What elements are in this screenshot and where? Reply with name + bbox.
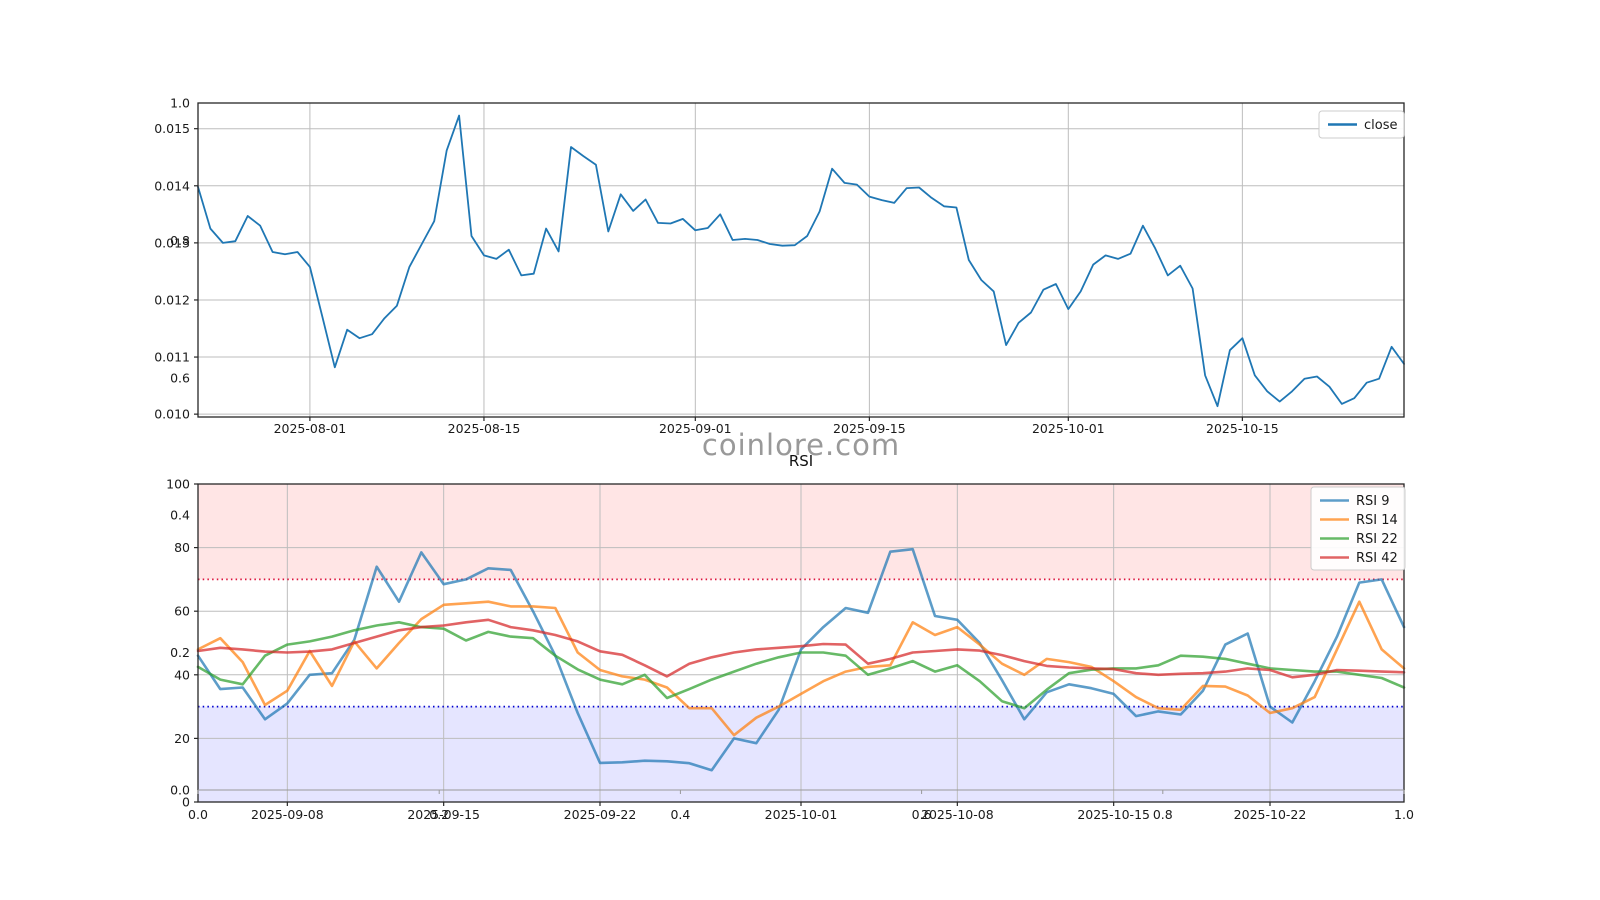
rsi-chart-title: RSI — [788, 452, 814, 470]
svg-text:0.2: 0.2 — [429, 807, 449, 822]
svg-text:2025-09-08: 2025-09-08 — [251, 807, 324, 822]
svg-text:60: 60 — [174, 604, 190, 619]
rsi-legend: RSI 9 RSI 14 RSI 22 RSI 42 — [1310, 486, 1406, 571]
rsi-series — [196, 547, 1406, 772]
svg-text:1.0: 1.0 — [1394, 807, 1414, 822]
svg-text:2025-09-01: 2025-09-01 — [659, 421, 732, 436]
svg-text:0.014: 0.014 — [154, 178, 190, 193]
svg-text:0.0: 0.0 — [188, 807, 208, 822]
rsi-line-rsi-42 — [196, 618, 1406, 679]
svg-text:0.6: 0.6 — [912, 807, 932, 822]
svg-text:RSI 14: RSI 14 — [1356, 513, 1398, 528]
svg-text:0.4: 0.4 — [170, 508, 190, 523]
svg-text:100: 100 — [166, 477, 190, 492]
svg-text:0.0: 0.0 — [170, 783, 190, 798]
rsi-line-rsi-22 — [196, 620, 1406, 710]
price-line-close — [197, 114, 1405, 408]
rsi-line-rsi-9 — [196, 547, 1406, 772]
svg-text:2025-08-01: 2025-08-01 — [274, 421, 347, 436]
svg-text:0.8: 0.8 — [1153, 807, 1173, 822]
svg-text:0.012: 0.012 — [154, 292, 190, 307]
rsi-thresholds — [198, 578, 1404, 708]
watermark: coinlore.com — [701, 428, 901, 462]
price-grid — [198, 103, 1404, 417]
svg-text:80: 80 — [174, 540, 190, 555]
svg-text:0.013: 0.013 — [154, 235, 190, 250]
svg-text:0.015: 0.015 — [154, 121, 190, 136]
svg-text:0.2: 0.2 — [170, 645, 190, 660]
price-plot-border — [197, 102, 1405, 418]
svg-text:0: 0 — [182, 795, 190, 810]
svg-text:RSI 42: RSI 42 — [1356, 551, 1398, 566]
svg-text:2025-10-01: 2025-10-01 — [765, 807, 838, 822]
price-axis-labels: 2025-08-01 2025-08-15 2025-09-01 2025-09-15… — [154, 121, 1278, 436]
svg-text:RSI 22: RSI 22 — [1356, 532, 1398, 547]
rsi-legend-box — [1310, 486, 1406, 571]
svg-text:0.8: 0.8 — [170, 233, 190, 248]
price-legend-box — [1318, 110, 1405, 139]
svg-text:0.010: 0.010 — [154, 407, 190, 422]
svg-text:2025-09-15: 2025-09-15 — [407, 807, 480, 822]
price-legend: close — [1318, 110, 1405, 139]
svg-text:0.011: 0.011 — [154, 350, 190, 365]
figure-axis: 1.0 0.8 0.6 0.4 0.2 0.0 0.0 0.2 0.4 0.6 0.8 1.0 — [170, 96, 1414, 823]
svg-text:1.0: 1.0 — [170, 96, 190, 111]
svg-text:2025-10-01: 2025-10-01 — [1032, 421, 1105, 436]
svg-text:2025-10-15: 2025-10-15 — [1206, 421, 1279, 436]
price-series — [197, 114, 1405, 408]
svg-text:RSI 9: RSI 9 — [1356, 494, 1390, 509]
svg-text:0.4: 0.4 — [670, 807, 690, 822]
svg-text:close: close — [1364, 118, 1397, 133]
rsi-line-rsi-14 — [196, 600, 1406, 737]
svg-text:2025-08-15: 2025-08-15 — [448, 421, 521, 436]
svg-text:2025-09-22: 2025-09-22 — [564, 807, 637, 822]
rsi-axis-labels: 2025-09-08 2025-09-15 2025-09-22 2025-10-01… — [166, 477, 1306, 823]
svg-text:40: 40 — [174, 667, 190, 682]
svg-text:2025-10-08: 2025-10-08 — [921, 807, 994, 822]
svg-text:2025-09-15: 2025-09-15 — [833, 421, 906, 436]
svg-text:2025-10-22: 2025-10-22 — [1234, 807, 1307, 822]
svg-text:0.6: 0.6 — [170, 370, 190, 385]
svg-text:2025-10-15: 2025-10-15 — [1077, 807, 1150, 822]
svg-text:20: 20 — [174, 731, 190, 746]
